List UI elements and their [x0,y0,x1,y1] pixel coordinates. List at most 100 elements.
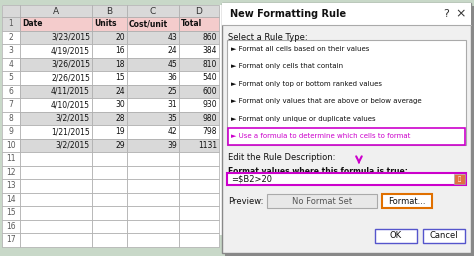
Bar [179,125,219,138]
Bar [127,98,179,112]
Text: 16: 16 [115,46,125,55]
Text: 2/26/2015: 2/26/2015 [51,73,90,82]
Text: 930: 930 [202,100,217,109]
Bar [225,6,474,256]
Text: 540: 540 [202,73,217,82]
Bar [127,206,179,219]
Bar [2,5,20,17]
Text: 10: 10 [6,141,16,150]
Bar [20,179,92,193]
Text: Preview:: Preview: [228,197,264,206]
Bar [92,98,127,112]
Text: Units: Units [94,19,117,28]
Bar [179,58,219,71]
Text: 3/2/2015: 3/2/2015 [56,141,90,150]
Text: 3/23/2015: 3/23/2015 [51,33,90,42]
Bar [2,98,20,112]
Bar [92,138,127,152]
Bar [92,112,127,125]
Bar [2,206,20,219]
Bar [127,152,179,165]
Bar [2,152,20,165]
Bar [92,206,127,219]
Bar [92,179,127,193]
Bar [127,193,179,206]
Text: 13: 13 [6,181,16,190]
Text: Format values where this formula is true:: Format values where this formula is true… [228,166,408,176]
Text: 8: 8 [9,114,13,123]
Text: B: B [107,6,112,16]
Text: 20: 20 [115,33,125,42]
Bar [179,30,219,44]
Bar [2,30,20,44]
Text: ×: × [456,7,466,20]
Bar [2,233,20,247]
Bar [20,233,92,247]
Text: 43: 43 [167,33,177,42]
Bar [92,193,127,206]
Bar [20,206,92,219]
Bar [267,194,377,208]
Text: 384: 384 [202,46,217,55]
Bar [20,84,92,98]
Bar [20,98,92,112]
Text: 31: 31 [167,100,177,109]
Text: 15: 15 [115,73,125,82]
Text: 4: 4 [9,60,13,69]
Text: 3/2/2015: 3/2/2015 [56,114,90,123]
Bar [2,71,20,84]
Bar [179,44,219,58]
Text: 39: 39 [167,141,177,150]
Bar [179,112,219,125]
Bar [92,152,127,165]
Text: 30: 30 [115,100,125,109]
Text: 6: 6 [9,87,13,96]
Text: 3: 3 [9,46,13,55]
Text: ► Format only top or bottom ranked values: ► Format only top or bottom ranked value… [231,81,382,87]
Bar [227,173,466,185]
Bar [92,125,127,138]
Bar [2,112,20,125]
Bar [20,58,92,71]
Text: 🔲: 🔲 [458,176,461,182]
Text: 11: 11 [6,154,16,163]
Bar [222,3,471,25]
Bar [127,179,179,193]
Text: 4/19/2015: 4/19/2015 [51,46,90,55]
Bar [382,194,432,208]
Bar [228,128,465,144]
Bar [179,71,219,84]
Text: 600: 600 [202,87,217,96]
Bar [127,71,179,84]
Bar [20,44,92,58]
Text: ► Format only unique or duplicate values: ► Format only unique or duplicate values [231,116,375,122]
Text: 860: 860 [202,33,217,42]
Text: 7: 7 [9,100,13,109]
Bar [2,193,20,206]
Bar [227,40,466,145]
Text: 35: 35 [167,114,177,123]
Bar [20,152,92,165]
Bar [92,17,127,30]
Text: 18: 18 [116,60,125,69]
Bar [179,165,219,179]
Bar [92,233,127,247]
Bar [127,17,179,30]
Bar [179,152,219,165]
Bar [423,229,465,243]
Bar [179,179,219,193]
Text: 29: 29 [115,141,125,150]
Text: 25: 25 [167,87,177,96]
Text: 12: 12 [6,168,16,177]
Text: 798: 798 [202,127,217,136]
Bar [127,138,179,152]
Bar [20,219,92,233]
Bar [2,44,20,58]
Text: ?: ? [443,9,449,19]
Text: 9: 9 [9,127,13,136]
Bar [127,125,179,138]
Text: 1: 1 [9,19,13,28]
Bar [179,233,219,247]
Bar [92,5,127,17]
Text: Edit the Rule Description:: Edit the Rule Description: [228,153,336,162]
